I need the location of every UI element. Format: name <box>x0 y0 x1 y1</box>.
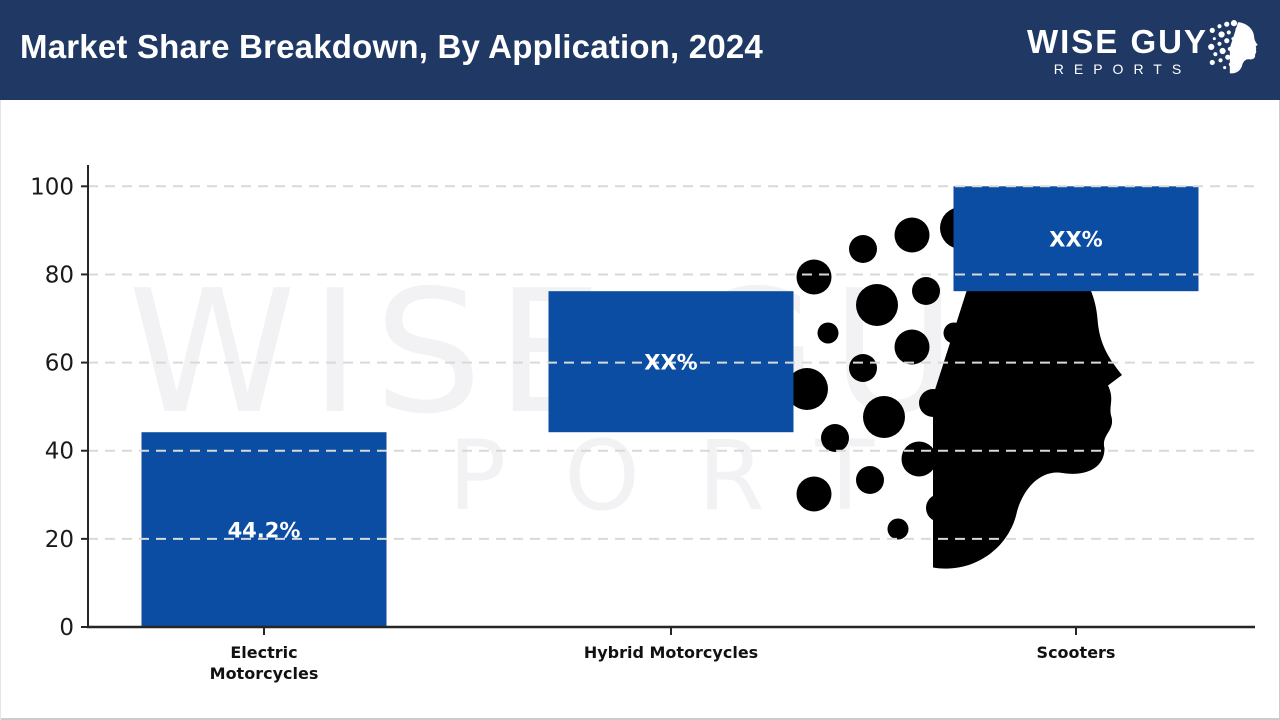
logo-wiseguy-label: WISE GUY <box>1026 22 1208 60</box>
bar-value-label-electric-motorcycles: 44.2% <box>228 519 301 543</box>
ytick-label-60: 60 <box>45 351 74 377</box>
ytick-label-40: 40 <box>45 439 74 465</box>
bar-value-label-hybrid-motorcycles: XX% <box>644 351 697 375</box>
xtick-label-hybrid-motorcycles: Hybrid Motorcycles <box>584 643 758 662</box>
ytick-label-100: 100 <box>30 174 74 200</box>
logo-reports-label: REPORTS <box>1053 60 1192 77</box>
ytick-label-80: 80 <box>45 262 74 288</box>
xtick-label-scooters: Scooters <box>1037 643 1116 662</box>
ytick-label-20: 20 <box>45 527 74 553</box>
logo-text: WISE GUY REPORTS <box>1027 25 1208 76</box>
ytick-label-0: 0 <box>59 615 74 641</box>
page-title: Market Share Breakdown, By Application, … <box>20 28 763 65</box>
xtick-label-electric-motorcycles: Electric Motorcycles <box>210 643 319 683</box>
bar-value-label-scooters: XX% <box>1049 228 1102 252</box>
wise-guy-logo: WISE GUY REPORTS <box>1027 9 1266 91</box>
bar-electric-motorcycles <box>141 432 387 627</box>
header: Market Share Breakdown, By Application, … <box>0 0 1280 100</box>
